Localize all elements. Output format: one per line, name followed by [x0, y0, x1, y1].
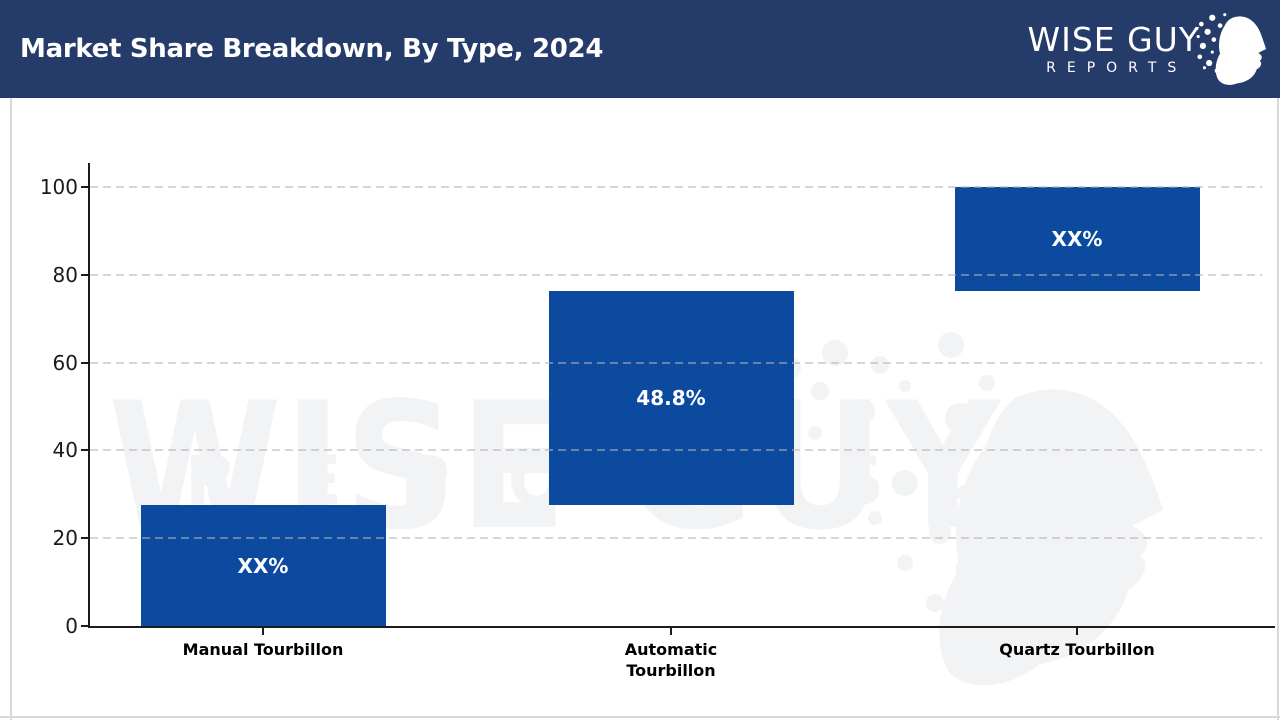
frame-line-right — [1277, 98, 1279, 720]
brand-face-icon — [1195, 13, 1267, 85]
bar-automatic-tourbillon: 48.8% — [548, 291, 794, 506]
brand-logo-text: WISE GUY REPORTS — [1027, 23, 1200, 76]
watermark-face-icon — [779, 332, 1163, 686]
x-axis-category-label: Automatic Tourbillon — [624, 640, 718, 680]
bar-quartz-tourbillon: XX% — [954, 187, 1200, 292]
header-bar: Market Share Breakdown, By Type, 2024 WI… — [0, 0, 1280, 98]
frame-line-left — [10, 98, 12, 720]
frame-line-bottom — [0, 716, 1280, 718]
brand-tagline: REPORTS — [1046, 59, 1188, 76]
bar-manual-tourbillon: XX% — [140, 505, 386, 626]
brand-logo: WISE GUY REPORTS — [1027, 6, 1270, 92]
brand-name: WISE GUY — [1027, 19, 1200, 59]
bar-value-label: XX% — [1051, 227, 1103, 252]
x-axis-category-label: Manual Tourbillon — [182, 640, 344, 659]
x-axis-category-label: Quartz Tourbillon — [999, 640, 1155, 659]
bar-value-label: XX% — [237, 553, 289, 578]
page-title: Market Share Breakdown, By Type, 2024 — [20, 34, 604, 64]
bar-value-label: 48.8% — [636, 386, 706, 411]
